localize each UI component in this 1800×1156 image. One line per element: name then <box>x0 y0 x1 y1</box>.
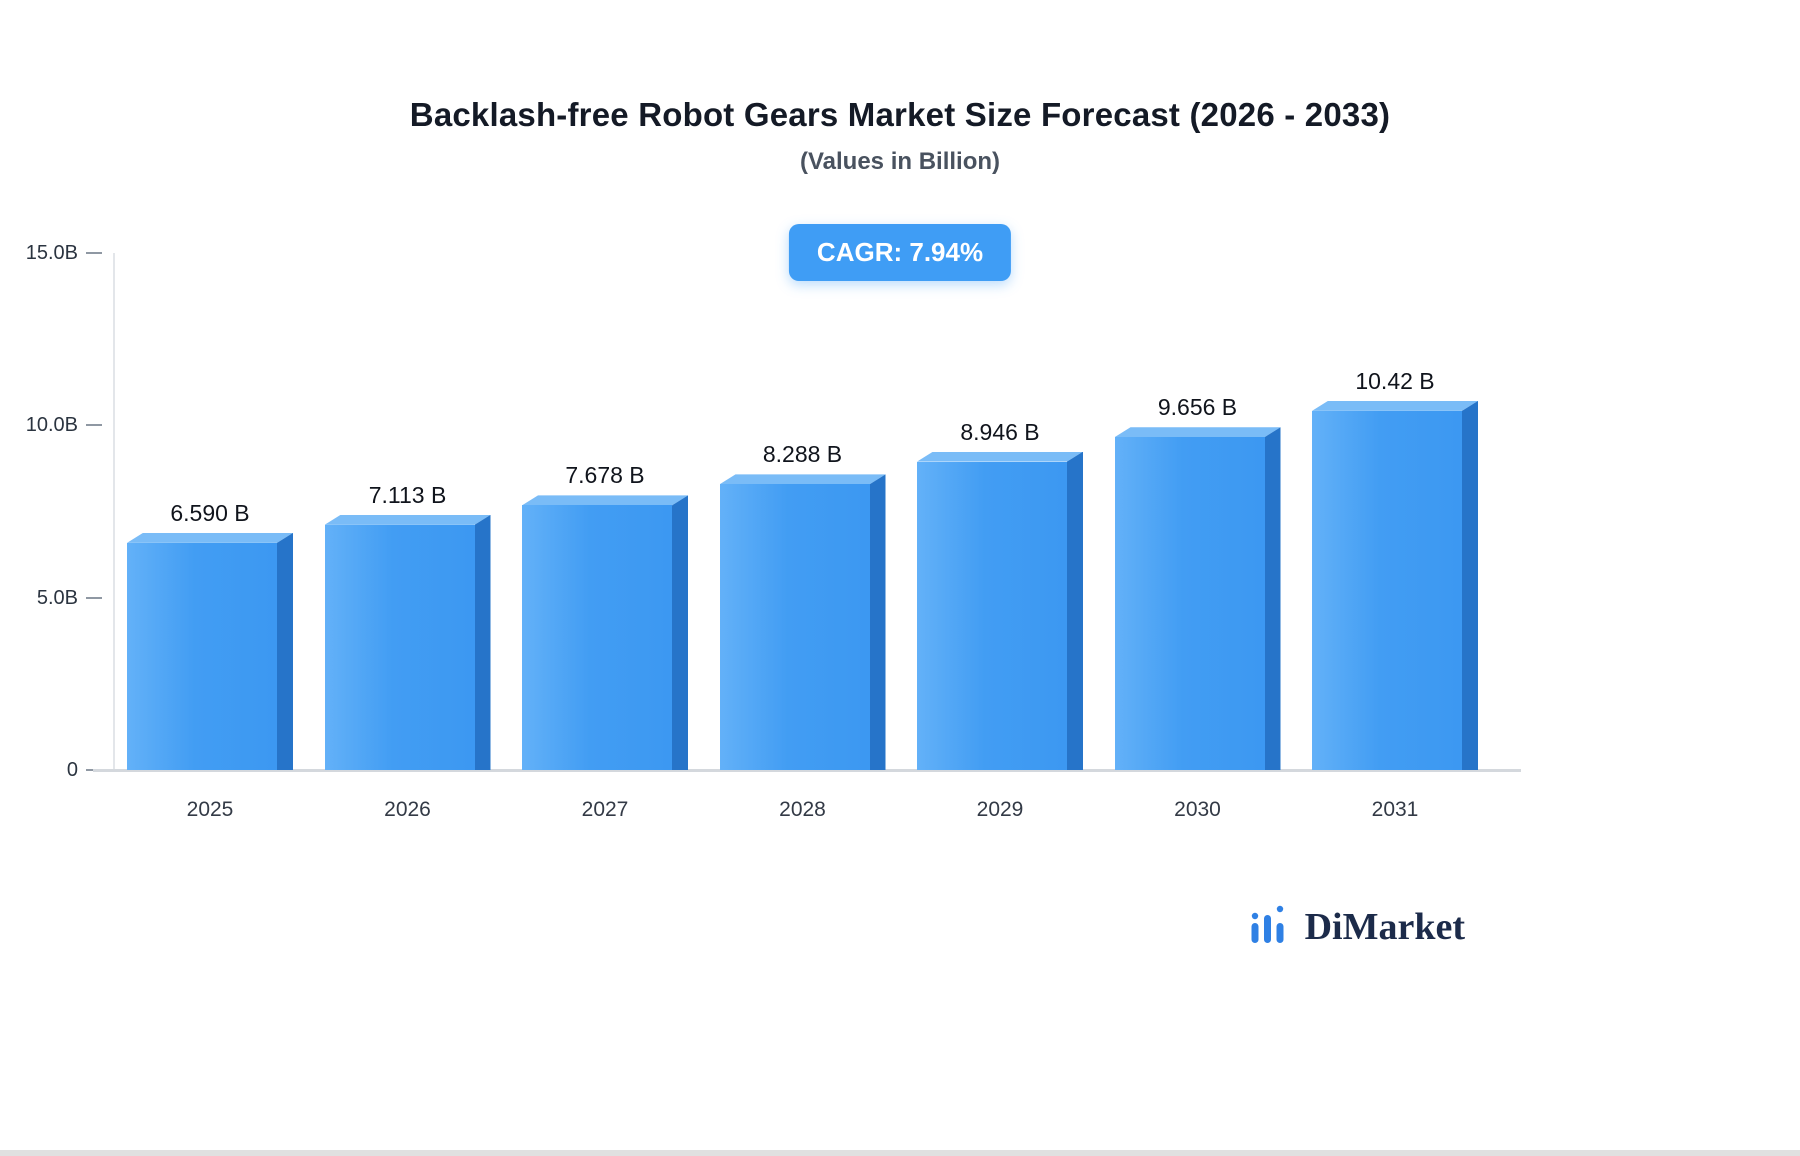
plot-area: 6.590 B 2025 7.113 B 2026 7.678 B 2027 8.288 B… <box>93 253 1521 821</box>
dimarket-logo-icon <box>1247 903 1293 950</box>
bar: 8.288 B 2028 <box>719 441 886 821</box>
bar-top-face <box>127 533 293 543</box>
y-axis: 0 5.0B 10.0B 15.0B <box>0 242 108 781</box>
bar: 8.946 B 2029 <box>917 419 1083 821</box>
y-axis-tick-label: 10.0B <box>25 414 78 437</box>
bar-value-label: 9.656 B <box>1157 394 1238 421</box>
bar-side-face <box>474 514 491 770</box>
bar-front-face <box>522 505 672 770</box>
bar-side-face <box>1462 400 1478 770</box>
bar-front-face <box>1312 410 1462 770</box>
bar: 10.42 B 2031 <box>1312 368 1478 821</box>
x-axis-category-label: 2026 <box>384 798 431 821</box>
bar-side-face <box>277 532 293 770</box>
bar-value-label: 8.288 B <box>762 441 843 468</box>
bar: 6.590 B 2025 <box>127 500 293 821</box>
chart-title: Backlash-free Robot Gears Market Size Fo… <box>409 96 1391 133</box>
bar-top-face <box>1115 427 1281 437</box>
y-axis-line <box>113 253 115 770</box>
x-axis-category-label: 2028 <box>779 798 826 821</box>
bar-side-face <box>672 495 688 770</box>
bar: 9.656 B 2030 <box>1114 394 1281 821</box>
bar-top-face <box>720 474 886 484</box>
y-axis-tick-mark <box>86 424 102 427</box>
y-axis-tick-label: 15.0B <box>25 242 78 264</box>
bar: 7.678 B 2027 <box>522 462 688 821</box>
bar-value-label: 7.113 B <box>368 481 447 508</box>
bar-value-label: 8.946 B <box>960 418 1040 445</box>
bar-side-face <box>1264 427 1281 770</box>
bar-top-face <box>1312 401 1478 411</box>
y-axis-tick-mark <box>86 252 102 254</box>
x-axis-category-label: 2025 <box>186 798 234 821</box>
page-bottom-edge <box>0 1150 1800 1156</box>
y-axis-tick-mark <box>86 596 102 599</box>
bar-front-face <box>324 524 475 770</box>
bar: 7.113 B 2026 <box>324 482 491 821</box>
bar-side-face <box>869 474 886 770</box>
x-axis-category-label: 2031 <box>1371 798 1419 821</box>
cagr-badge: CAGR: 7.94% <box>788 224 1012 281</box>
bar-top-face <box>917 452 1083 462</box>
x-axis-category-label: 2029 <box>976 798 1024 821</box>
bar-front-face <box>917 461 1067 770</box>
bar-value-label: 6.590 B <box>170 499 250 526</box>
bar-front-face <box>127 542 277 770</box>
bar-value-label: 10.42 B <box>1355 367 1435 394</box>
x-axis-category-label: 2030 <box>1174 798 1221 821</box>
bar-front-face <box>1114 437 1265 770</box>
y-axis-tick-label: 5.0B <box>36 586 78 609</box>
bar-side-face <box>1067 451 1083 770</box>
x-axis-line <box>93 769 1521 772</box>
chart-subtitle: (Values in Billion) <box>799 148 1001 175</box>
x-axis-category-label: 2027 <box>581 798 629 821</box>
brand-name: DiMarket <box>1304 905 1465 948</box>
bar-value-label: 7.678 B <box>565 462 645 489</box>
bar-top-face <box>522 495 688 505</box>
dimarket-logo: DiMarket <box>1247 903 1465 950</box>
bar-front-face <box>719 484 870 770</box>
bar-top-face <box>325 515 491 525</box>
y-axis-tick-label: 0 <box>66 759 78 781</box>
